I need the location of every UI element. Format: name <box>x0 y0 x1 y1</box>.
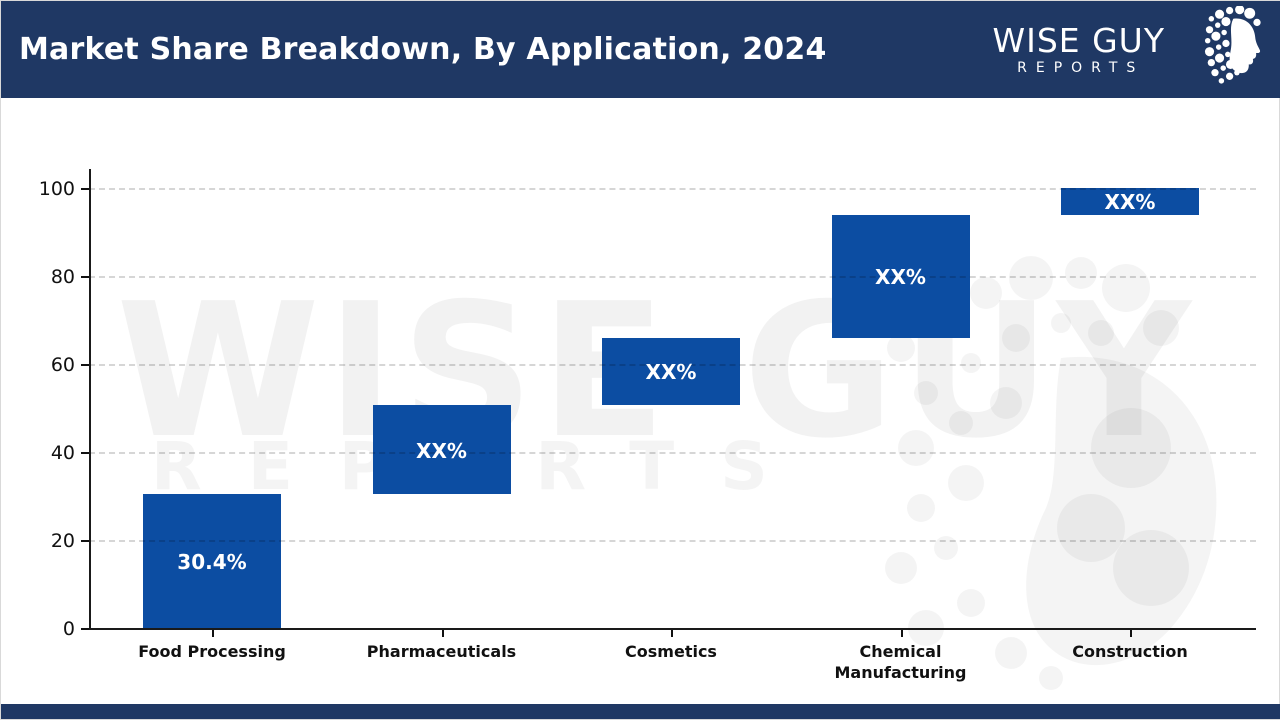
y-tick-label: 40 <box>50 442 75 464</box>
bar-pharmaceuticals <box>372 404 511 495</box>
plot-area: 0 20 40 60 80 100 30.4% Food Processing XX% Pharm… <box>1 98 1280 706</box>
x-tick-mark <box>1130 630 1132 637</box>
x-tick-mark <box>441 630 444 637</box>
bar-value-label: XX% <box>645 360 697 385</box>
y-tick-label: 60 <box>50 354 75 376</box>
gridline-y20 <box>89 540 1256 542</box>
bar-value-label: XX% <box>875 265 926 290</box>
bar-value-label: XX% <box>416 438 467 463</box>
page-title: Market Share Breakdown, By Application, … <box>19 32 827 67</box>
x-tick-mark <box>671 630 673 637</box>
bar-chemical-manufacturing <box>831 214 970 339</box>
logo-subname: REPORTS <box>1017 59 1145 76</box>
gridline-y80 <box>89 276 1256 278</box>
logo-name: WISE GUY <box>992 20 1165 60</box>
y-tick-label: 80 <box>50 266 75 288</box>
logo-head-icon <box>1169 4 1261 94</box>
x-category-label: Cosmetics <box>625 642 717 661</box>
x-tick-mark <box>900 630 903 637</box>
y-tick-mark <box>81 628 89 630</box>
logo-text: WISE GUY REPORTS <box>992 20 1165 76</box>
footer-bar <box>1 704 1280 719</box>
y-tick-mark <box>81 540 89 542</box>
y-tick-mark <box>81 364 89 366</box>
bar-construction <box>1061 188 1199 215</box>
y-tick-label: 20 <box>50 530 75 552</box>
bar-value-label: 30.4% <box>177 550 247 575</box>
header-bar: Market Share Breakdown, By Application, … <box>1 1 1280 98</box>
bar-food-processing <box>143 494 281 628</box>
x-tick-mark <box>212 630 214 637</box>
y-tick-label: 0 <box>62 618 75 640</box>
gridline-y60 <box>89 364 1256 366</box>
y-tick-mark <box>81 188 89 190</box>
y-axis-line <box>89 169 91 630</box>
x-category-label: Chemical Manufacturing <box>834 642 967 682</box>
bar-value-label: XX% <box>1104 190 1156 215</box>
y-tick-mark <box>81 276 89 278</box>
x-category-label: Food Processing <box>138 642 286 661</box>
gridline-y40 <box>89 452 1256 454</box>
x-axis-line <box>89 628 1256 630</box>
x-category-label: Pharmaceuticals <box>366 642 517 661</box>
wise-guy-logo: WISE GUY REPORTS <box>992 4 1261 94</box>
gridline-y100 <box>89 188 1256 190</box>
x-category-label: Construction <box>1072 642 1188 661</box>
y-tick-mark <box>81 452 89 454</box>
y-tick-label: 100 <box>38 178 75 200</box>
bar-cosmetics <box>602 338 740 405</box>
